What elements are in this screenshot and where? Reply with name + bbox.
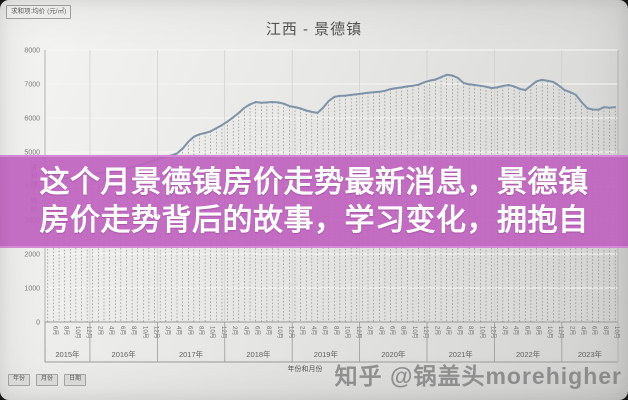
svg-text:10月: 10月 [74,326,81,339]
svg-text:5000: 5000 [24,150,40,157]
svg-text:年份和月份: 年份和月份 [288,364,323,373]
svg-text:8月: 8月 [265,326,272,335]
zhihu-watermark: 知乎 @锅盖头morehigher [334,363,622,389]
svg-text:2月: 2月 [366,326,373,335]
svg-text:6月: 6月 [186,326,193,335]
pivot-field-button-month[interactable]: 月份 [36,374,59,386]
svg-text:12月: 12月 [85,326,92,339]
svg-text:2022年: 2022年 [516,349,541,359]
svg-text:10月: 10月 [546,326,553,339]
svg-text:8000: 8000 [24,48,40,55]
svg-text:2015年: 2015年 [55,349,80,359]
svg-text:8月: 8月 [467,326,474,335]
svg-text:8月: 8月 [63,326,70,335]
pivot-axis-field-buttons: 年份 月份 日期 [8,374,87,386]
svg-text:2021年: 2021年 [449,349,474,359]
svg-text:10月: 10月 [141,326,148,339]
svg-text:10月: 10月 [613,326,620,339]
svg-text:6月: 6月 [591,326,598,335]
svg-text:4月: 4月 [242,326,249,335]
svg-text:6月: 6月 [388,326,395,335]
svg-text:10月: 10月 [478,326,485,339]
svg-text:2023年: 2023年 [578,349,603,359]
headline-overlay: 这个月景德镇房价走势最新消息，景德镇 房价走势背后的故事，学习变化，拥抱自 [0,155,628,248]
svg-text:8月: 8月 [197,326,204,335]
svg-text:12月: 12月 [220,326,227,339]
svg-text:12月: 12月 [557,326,564,339]
svg-text:8月: 8月 [602,326,609,335]
svg-text:10月: 10月 [276,326,283,339]
svg-text:8月: 8月 [400,326,407,335]
svg-text:2000: 2000 [24,252,40,259]
svg-text:10月: 10月 [411,326,418,339]
svg-text:2月: 2月 [231,326,238,335]
svg-text:6月: 6月 [523,326,530,335]
svg-text:2月: 2月 [568,326,575,335]
svg-text:4月: 4月 [310,326,317,335]
svg-text:6月: 6月 [119,326,126,335]
svg-text:6000: 6000 [24,116,40,123]
svg-text:8月: 8月 [332,326,339,335]
svg-text:2017年: 2017年 [179,349,204,359]
pivot-field-button-date[interactable]: 日期 [64,374,87,386]
svg-text:12月: 12月 [422,326,429,339]
svg-text:8月: 8月 [130,326,137,335]
svg-text:10月: 10月 [344,326,351,339]
svg-text:12月: 12月 [490,326,497,339]
svg-text:4月: 4月 [512,326,519,335]
svg-text:2月: 2月 [299,326,306,335]
svg-text:2018年: 2018年 [246,349,271,359]
headline-line-1: 这个月景德镇房价走势最新消息，景德镇 [39,165,589,199]
svg-text:2020年: 2020年 [381,349,406,359]
chart-title: 江西 - 景德镇 [265,21,363,38]
svg-text:4月: 4月 [445,326,452,335]
svg-text:2月: 2月 [501,326,508,335]
svg-text:2016年: 2016年 [112,349,137,359]
svg-text:12月: 12月 [153,326,160,339]
svg-text:7000: 7000 [24,82,40,89]
svg-text:6月: 6月 [51,326,58,335]
svg-text:6月: 6月 [456,326,463,335]
svg-text:4月: 4月 [377,326,384,335]
svg-text:8月: 8月 [535,326,542,335]
svg-text:4月: 4月 [579,326,586,335]
svg-text:4月: 4月 [108,326,115,335]
svg-text:0: 0 [36,320,40,327]
headline-line-2: 房价走势背后的故事，学习变化，拥抱自 [39,203,589,237]
svg-text:4月: 4月 [175,326,182,335]
pivot-value-field-button[interactable]: 求和项:均价 (元/㎡) [6,5,72,19]
svg-text:6月: 6月 [321,326,328,335]
svg-text:2019年: 2019年 [314,349,339,359]
svg-text:10月: 10月 [209,326,216,339]
svg-text:2月: 2月 [96,326,103,335]
svg-text:12月: 12月 [355,326,362,339]
svg-text:2月: 2月 [433,326,440,335]
svg-text:12月: 12月 [287,326,294,339]
svg-text:2月: 2月 [164,326,171,335]
svg-text:6月: 6月 [254,326,261,335]
pivot-field-button-year[interactable]: 年份 [8,374,31,386]
svg-text:1000: 1000 [24,286,40,293]
